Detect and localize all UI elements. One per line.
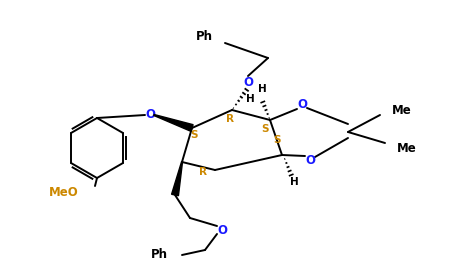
Text: O: O xyxy=(305,154,315,167)
Text: O: O xyxy=(217,223,227,237)
Text: O: O xyxy=(297,99,307,112)
Text: Me: Me xyxy=(392,104,412,116)
Text: Me: Me xyxy=(397,142,417,155)
Text: R: R xyxy=(226,114,234,124)
Text: O: O xyxy=(145,108,155,121)
Text: S: S xyxy=(190,130,198,140)
Text: S: S xyxy=(261,124,269,134)
Text: H: H xyxy=(258,84,266,94)
Text: O: O xyxy=(243,76,253,88)
Text: Ph: Ph xyxy=(151,249,168,261)
Text: S: S xyxy=(273,135,281,145)
Polygon shape xyxy=(154,115,193,131)
Text: H: H xyxy=(289,177,298,187)
Text: R: R xyxy=(199,167,207,177)
Polygon shape xyxy=(172,162,183,196)
Text: Ph: Ph xyxy=(196,29,213,42)
Text: MeO: MeO xyxy=(49,187,79,199)
Text: H: H xyxy=(245,94,254,104)
